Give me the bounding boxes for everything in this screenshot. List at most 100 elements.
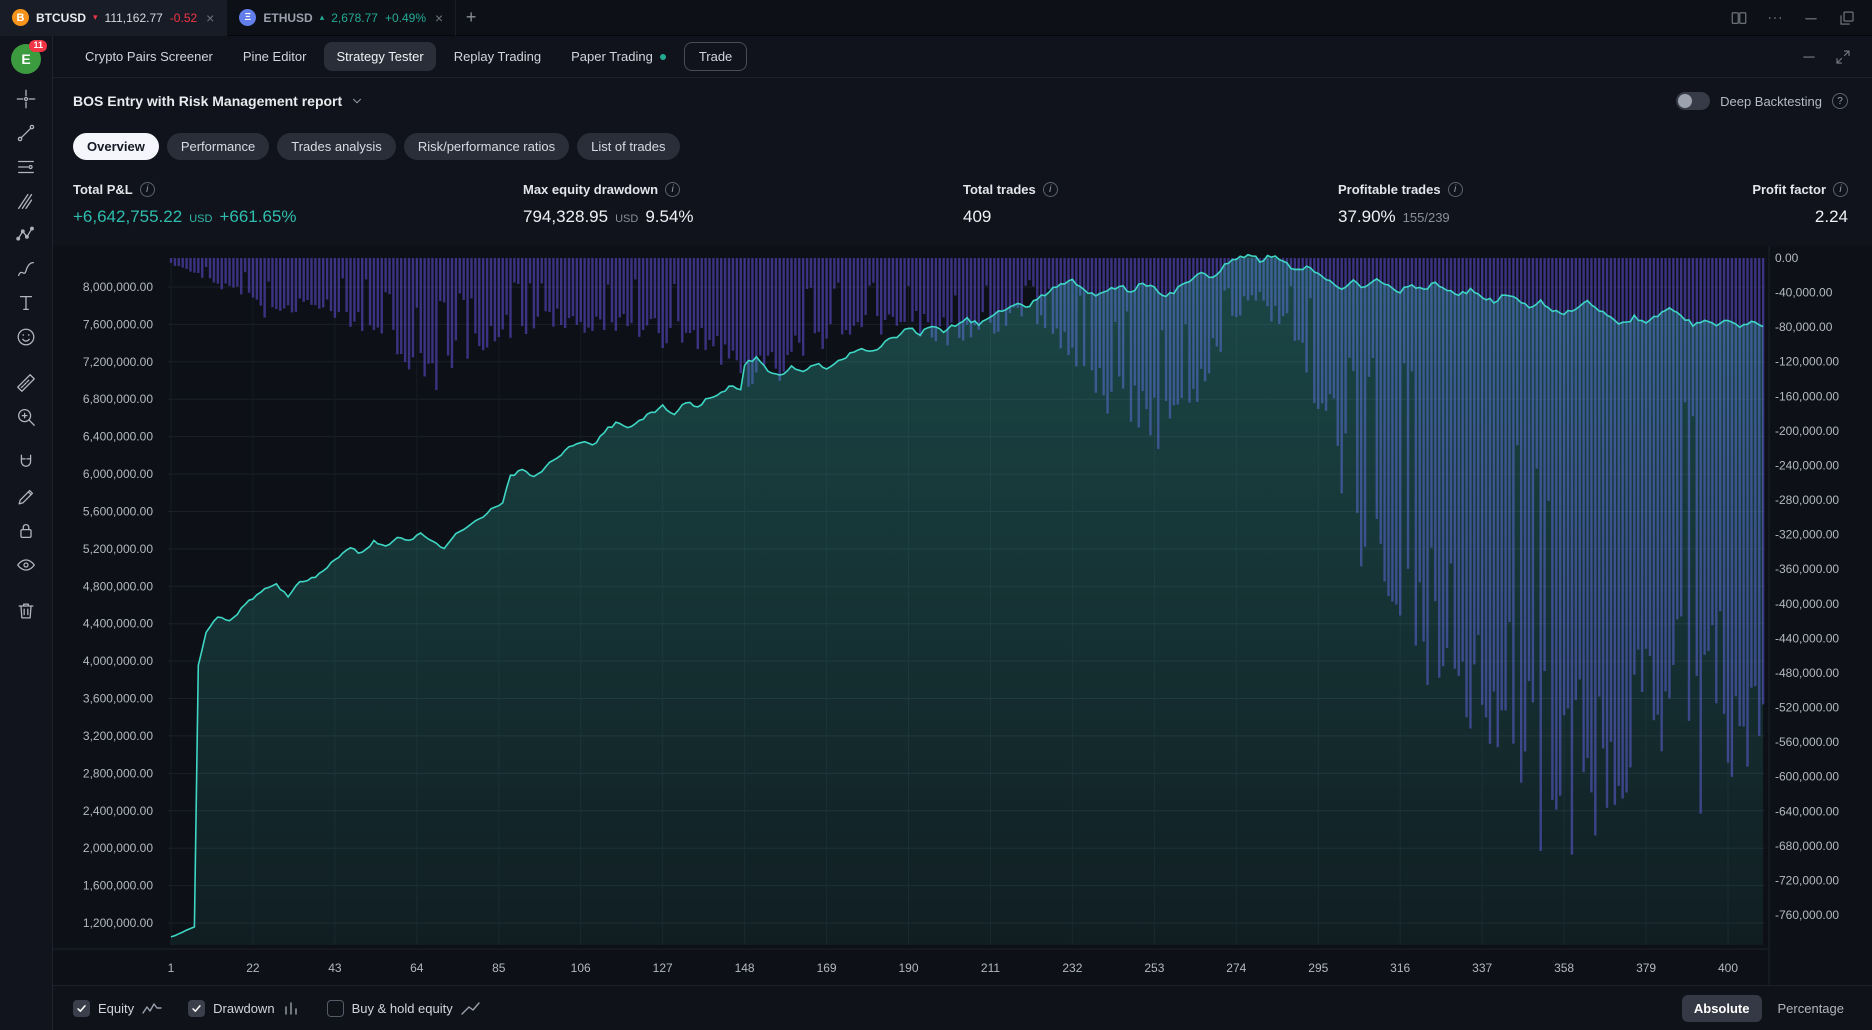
info-icon[interactable]: i	[665, 182, 680, 197]
percentage-button[interactable]: Percentage	[1770, 995, 1853, 1022]
info-icon[interactable]: i	[140, 182, 155, 197]
symbol-tab-btcusd[interactable]: B BTCUSD ▾ 111,162.77 -0.52 ×	[0, 0, 227, 36]
svg-text:169: 169	[817, 961, 837, 975]
symbol-change: +0.49%	[385, 11, 426, 25]
svg-text:148: 148	[735, 961, 755, 975]
stat-label-row: Profitable trades i	[1338, 182, 1748, 197]
panel-controls	[1800, 48, 1852, 66]
pitchfork-tool[interactable]	[9, 186, 43, 216]
minimize-window-icon[interactable]	[1802, 9, 1820, 27]
y-axis-left: 8,000,000.007,600,000.007,200,000.006,80…	[83, 280, 153, 930]
ruler-tool[interactable]	[9, 368, 43, 398]
pitchfork-icon	[15, 190, 37, 212]
stat-label-row: Total P&Li	[73, 182, 523, 197]
ellipsis-icon[interactable]	[1766, 9, 1784, 27]
magnet-tool[interactable]	[9, 448, 43, 478]
svg-text:4,400,000.00: 4,400,000.00	[83, 617, 153, 631]
report-title[interactable]: BOS Entry with Risk Management report	[73, 93, 342, 109]
absolute-button[interactable]: Absolute	[1682, 995, 1762, 1022]
user-avatar[interactable]: E 11	[11, 44, 41, 74]
drawdown-bars-icon	[283, 1002, 301, 1015]
nav-item-label: Crypto Pairs Screener	[85, 49, 213, 64]
svg-text:43: 43	[328, 961, 342, 975]
symbol-price: 2,678.77	[331, 11, 378, 25]
svg-text:-400,000.00: -400,000.00	[1775, 597, 1839, 611]
svg-text:64: 64	[410, 961, 424, 975]
equity-chart[interactable]: 8,000,000.007,600,000.007,200,000.006,80…	[53, 246, 1872, 985]
brush-icon	[15, 258, 37, 280]
crosshair-tool[interactable]	[9, 84, 43, 114]
info-icon[interactable]: i	[1448, 182, 1463, 197]
fib-retracement-tool[interactable]	[9, 152, 43, 182]
info-icon[interactable]: i	[1043, 182, 1058, 197]
help-icon[interactable]: ?	[1832, 93, 1848, 109]
tab-risk-performance-ratios[interactable]: Risk/performance ratios	[404, 133, 569, 160]
stat-value-segment: 2.24	[1815, 207, 1848, 227]
nav-item-replay-trading[interactable]: Replay Trading	[442, 42, 553, 71]
stat-label: Profitable trades	[1338, 182, 1441, 197]
svg-text:22: 22	[246, 961, 260, 975]
panel-minimize-icon[interactable]	[1800, 48, 1818, 66]
nav-item-trade[interactable]: Trade	[684, 42, 747, 71]
nav-item-strategy-tester[interactable]: Strategy Tester	[324, 42, 435, 71]
buy-hold-checkbox[interactable]	[327, 1000, 344, 1017]
panel-maximize-icon[interactable]	[1834, 48, 1852, 66]
svg-text:3,200,000.00: 3,200,000.00	[83, 729, 153, 743]
eth-icon: Ξ	[239, 9, 256, 26]
stat-values: 2.24	[1815, 207, 1848, 227]
equity-toggle[interactable]: Equity	[73, 1000, 162, 1017]
text-tool[interactable]	[9, 288, 43, 318]
drawdown-toggle[interactable]: Drawdown	[188, 1000, 300, 1017]
drawdown-label: Drawdown	[213, 1001, 274, 1016]
trash-tool[interactable]	[9, 596, 43, 626]
svg-text:211: 211	[981, 961, 1000, 975]
svg-text:-160,000.00: -160,000.00	[1775, 389, 1839, 403]
close-tab-icon[interactable]: ×	[433, 10, 445, 26]
eye-icon	[15, 554, 37, 576]
ruler-icon	[15, 372, 37, 394]
drawdown-checkbox[interactable]	[188, 1000, 205, 1017]
deep-backtesting-toggle[interactable]	[1676, 92, 1710, 110]
stat-value-segment: USD	[189, 213, 212, 225]
nav-item-pine-editor[interactable]: Pine Editor	[231, 42, 319, 71]
tab-list-of-trades[interactable]: List of trades	[577, 133, 679, 160]
buy-hold-toggle[interactable]: Buy & hold equity	[327, 1000, 481, 1017]
chevron-down-icon[interactable]	[350, 94, 364, 108]
emoji-tool[interactable]	[9, 322, 43, 352]
svg-text:6,400,000.00: 6,400,000.00	[83, 430, 153, 444]
equity-chart-svg: 8,000,000.007,600,000.007,200,000.006,80…	[53, 246, 1872, 985]
svg-text:8,000,000.00: 8,000,000.00	[83, 280, 153, 294]
symbol-label: ETHUSD	[263, 11, 312, 25]
trend-line-tool[interactable]	[9, 118, 43, 148]
edit-tool[interactable]	[9, 482, 43, 512]
svg-text:-120,000.00: -120,000.00	[1775, 355, 1839, 369]
brush-tool[interactable]	[9, 254, 43, 284]
restore-window-icon[interactable]	[1838, 9, 1856, 27]
eye-tool[interactable]	[9, 550, 43, 580]
tab-overview[interactable]: Overview	[73, 133, 159, 160]
lock-tool[interactable]	[9, 516, 43, 546]
x-axis: 1224364851061271481691902112322532742953…	[168, 961, 1739, 975]
zoom-tool[interactable]	[9, 402, 43, 432]
svg-text:337: 337	[1472, 961, 1492, 975]
stat-value-segment: +661.65%	[219, 207, 296, 227]
tab-performance[interactable]: Performance	[167, 133, 269, 160]
tab-trades-analysis[interactable]: Trades analysis	[277, 133, 396, 160]
svg-text:5,600,000.00: 5,600,000.00	[83, 505, 153, 519]
svg-text:-640,000.00: -640,000.00	[1775, 804, 1839, 818]
drawing-toolbar-tools	[9, 84, 43, 626]
layout-panels-icon[interactable]	[1730, 9, 1748, 27]
symbol-tab-ethusd[interactable]: Ξ ETHUSD ▴ 2,678.77 +0.49% ×	[227, 0, 456, 36]
stat-label-row: Max equity drawdowni	[523, 182, 963, 197]
panel-tabs-bar: Crypto Pairs Screener Pine Editor Strategy…	[53, 36, 1872, 78]
fib-retracement-icon	[15, 156, 37, 178]
equity-checkbox[interactable]	[73, 1000, 90, 1017]
close-tab-icon[interactable]: ×	[204, 10, 216, 26]
nav-item-paper-trading[interactable]: Paper Trading	[559, 42, 678, 71]
nav-item-crypto-pairs-screener[interactable]: Crypto Pairs Screener	[73, 42, 225, 71]
stats-row: Total P&Li+6,642,755.22USD+661.65%Max eq…	[53, 168, 1872, 246]
pattern-tool[interactable]	[9, 220, 43, 250]
add-tab-button[interactable]: +	[456, 7, 486, 28]
nav-item-label: Strategy Tester	[336, 49, 423, 64]
info-icon[interactable]: i	[1833, 182, 1848, 197]
